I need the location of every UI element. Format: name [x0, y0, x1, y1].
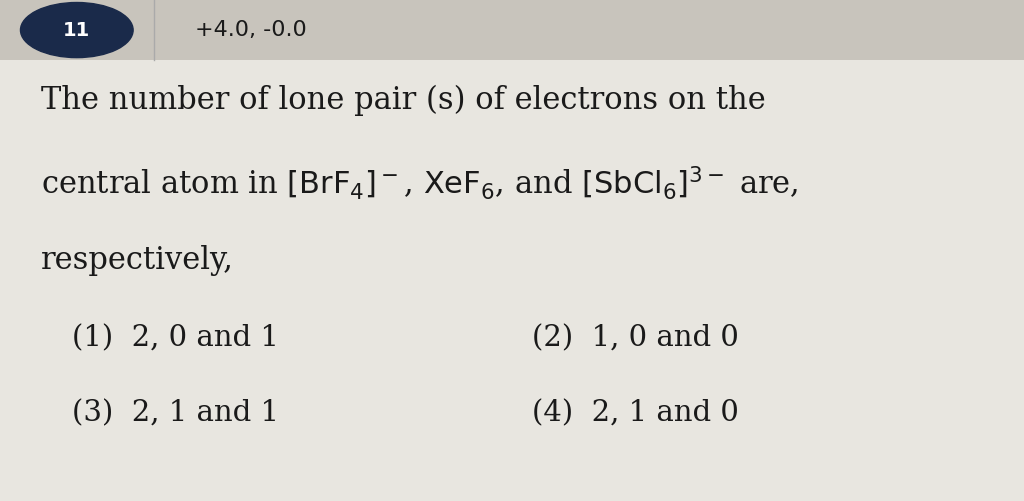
Text: (1)  2, 0 and 1: (1) 2, 0 and 1	[72, 324, 279, 352]
Text: +4.0, -0.0: +4.0, -0.0	[195, 20, 306, 40]
Text: (2)  1, 0 and 0: (2) 1, 0 and 0	[532, 324, 739, 352]
FancyBboxPatch shape	[0, 60, 1024, 501]
Text: (3)  2, 1 and 1: (3) 2, 1 and 1	[72, 399, 279, 427]
Text: 11: 11	[63, 21, 90, 40]
Text: central atom in $[\mathrm{BrF_4}]^-$, $\mathrm{XeF_6}$, and $[\mathrm{SbCl_6}]^{: central atom in $[\mathrm{BrF_4}]^-$, $\…	[41, 164, 799, 202]
Text: (4)  2, 1 and 0: (4) 2, 1 and 0	[532, 399, 739, 427]
Text: The number of lone pair (s) of electrons on the: The number of lone pair (s) of electrons…	[41, 85, 766, 116]
Circle shape	[20, 3, 133, 58]
FancyBboxPatch shape	[0, 0, 1024, 60]
Text: respectively,: respectively,	[41, 245, 233, 276]
